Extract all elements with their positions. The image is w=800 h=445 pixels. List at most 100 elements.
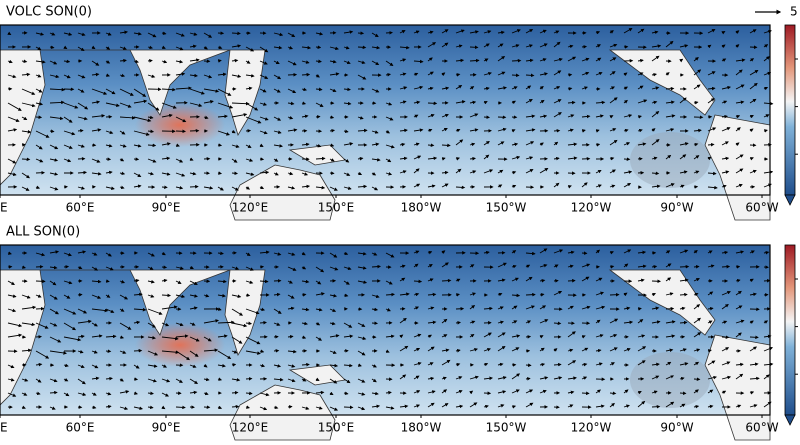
wind-arrow — [91, 392, 97, 396]
wind-arrow — [315, 377, 320, 381]
wind-arrow — [287, 32, 296, 37]
wind-arrow — [63, 322, 77, 331]
wind-arrow — [483, 376, 493, 381]
x-tick-label: 180°W — [401, 421, 442, 435]
wind-arrow — [231, 322, 248, 328]
wind-arrow — [161, 364, 167, 368]
wind-arrow — [231, 294, 242, 298]
wind-arrow — [455, 128, 461, 133]
wind-arrow — [721, 156, 730, 161]
wind-arrow — [273, 144, 284, 148]
wind-arrow — [413, 390, 421, 394]
x-tick-label: 90°W — [660, 421, 693, 435]
wind-arrow — [231, 171, 238, 176]
wind-arrow — [217, 279, 227, 284]
wind-arrow — [35, 74, 42, 78]
wind-arrow — [259, 279, 269, 284]
wind-arrow — [469, 170, 477, 174]
wind-arrow — [413, 114, 419, 118]
wind-arrow — [665, 334, 676, 338]
wind-arrow — [315, 321, 321, 326]
wind-arrow — [119, 378, 124, 382]
wind-arrow — [483, 86, 490, 91]
wind-arrow — [483, 140, 490, 146]
wind-arrow — [567, 114, 575, 118]
wind-arrow — [539, 362, 546, 367]
wind-arrow — [189, 157, 194, 161]
wind-arrow — [35, 322, 49, 329]
wind-arrow — [245, 252, 251, 257]
wind-arrow — [119, 73, 126, 78]
wind-arrow — [567, 404, 574, 408]
wind-arrow — [301, 45, 312, 50]
wind-arrow — [217, 293, 226, 298]
wind-arrow — [637, 334, 646, 338]
wind-arrow — [175, 186, 184, 190]
wind-arrow — [49, 100, 65, 105]
wind-arrow — [553, 321, 562, 326]
wind-arrow — [77, 334, 85, 339]
wind-arrow — [609, 184, 616, 188]
wind-arrow — [525, 169, 534, 174]
wind-arrow — [441, 29, 449, 34]
x-tick-label: 180°W — [401, 201, 442, 215]
wind-arrow — [77, 46, 85, 51]
wind-arrow — [609, 347, 618, 352]
wind-arrow — [525, 305, 535, 310]
wind-arrow — [49, 45, 55, 49]
wind-arrow — [49, 87, 66, 92]
wind-arrow — [693, 361, 700, 366]
wind-arrow — [553, 348, 558, 352]
wind-arrow — [427, 184, 436, 188]
wind-arrow — [679, 306, 686, 311]
wind-arrow — [385, 390, 392, 395]
wind-arrow — [385, 158, 392, 163]
wind-arrow — [357, 116, 364, 120]
wind-arrow — [637, 307, 642, 311]
wind-arrow — [693, 142, 699, 147]
x-tick-label: 120°W — [571, 421, 612, 435]
colorbar-extend — [784, 414, 796, 426]
wind-arrow — [49, 60, 58, 65]
wind-arrow — [693, 264, 700, 269]
wind-arrow — [735, 58, 746, 62]
wind-arrow — [679, 403, 686, 408]
wind-arrow — [609, 402, 615, 408]
wind-arrow — [63, 59, 71, 64]
wind-arrow — [343, 251, 349, 256]
wind-arrow — [763, 250, 770, 255]
wind-arrow — [427, 57, 433, 62]
wind-arrow — [469, 113, 479, 118]
wind-arrow — [651, 171, 660, 176]
wind-arrow — [189, 265, 194, 270]
wind-arrow — [441, 157, 446, 161]
wind-arrow — [595, 305, 606, 310]
wind-arrow — [63, 116, 73, 123]
land — [40, 269, 231, 336]
wind-arrow — [77, 350, 84, 354]
wind-arrow — [483, 30, 492, 34]
wind-arrow — [287, 280, 293, 284]
wind-arrow — [553, 99, 562, 104]
wind-arrow — [105, 130, 114, 135]
wind-arrow — [567, 87, 573, 91]
wind-arrow — [315, 390, 325, 395]
wind-arrow — [217, 143, 223, 147]
wind-arrow — [147, 74, 156, 78]
wind-arrow — [133, 116, 152, 123]
wind-arrow — [245, 102, 259, 111]
wind-arrow — [161, 113, 173, 118]
wind-arrow — [371, 45, 381, 50]
wind-arrow — [665, 40, 674, 48]
wind-arrow — [427, 390, 436, 394]
wind-arrow — [301, 101, 307, 105]
wind-arrow — [427, 306, 435, 310]
wind-arrow — [539, 29, 547, 34]
wind-arrow — [399, 30, 406, 34]
wind-arrow — [245, 158, 254, 162]
wind-arrow — [343, 129, 349, 134]
wind-arrow — [413, 128, 424, 132]
wind-arrow — [287, 294, 295, 299]
wind-arrow — [483, 348, 491, 352]
wind-arrow — [679, 58, 684, 63]
